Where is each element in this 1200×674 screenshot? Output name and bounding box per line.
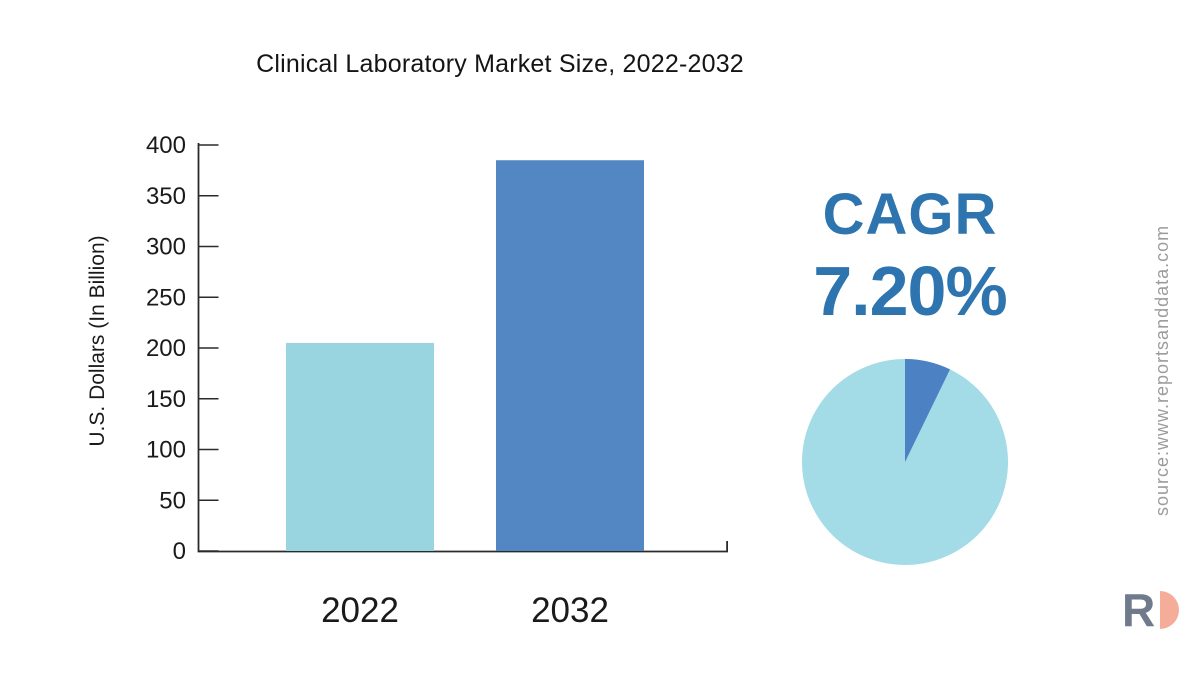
cagr-label: CAGR [822,182,998,247]
y-tick-label: 150 [146,386,186,413]
brand-logo: R [1122,584,1195,636]
y-tick-label: 300 [146,234,186,261]
axis-lines [197,143,728,553]
logo-letter-r: R [1122,584,1155,636]
bar-chart: 0 50 100 150 200 250 300 350 400 2022 2032 U.S. Dol… [86,132,728,630]
x-category-label: 2022 [321,591,399,630]
y-tick-label: 400 [146,132,186,159]
bar-2032 [496,160,644,551]
pie-cagr-slice [905,359,950,462]
y-tick-label: 350 [146,183,186,210]
y-tick-label: 0 [173,538,186,565]
y-tick-label: 50 [159,487,186,514]
pie-chart [802,359,1008,565]
bar-2022 [286,342,434,551]
chart-title: Clinical Laboratory Market Size, 2022-20… [256,50,744,78]
y-tick-label: 250 [146,284,186,311]
y-tick-label: 200 [146,335,186,362]
logo-half-disc-icon [1160,591,1180,629]
y-axis-title: U.S. Dollars (In Billion) [86,235,109,446]
y-tick-label: 100 [146,437,186,464]
source-attribution: source:www.reportsanddata.com [1152,224,1172,516]
x-category-label: 2032 [531,591,609,630]
cagr-value: 7.20% [813,252,1007,330]
cagr-block: CAGR 7.20% [775,182,1045,330]
